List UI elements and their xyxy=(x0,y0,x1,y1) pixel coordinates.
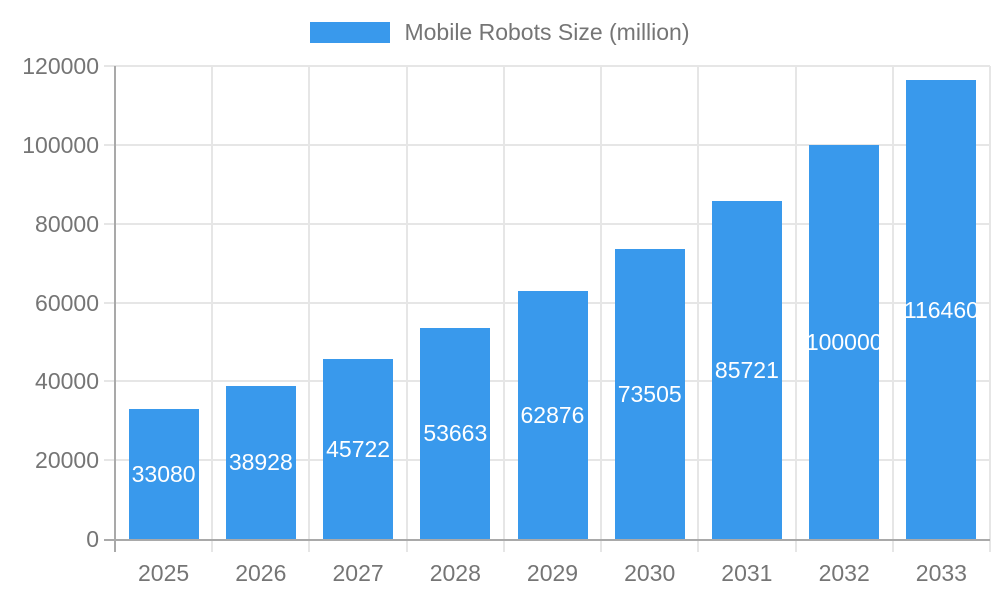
x-axis-label: 2025 xyxy=(138,560,190,586)
y-axis-label: 100000 xyxy=(22,131,99,158)
x-axis-label: 2031 xyxy=(721,560,773,586)
bar[interactable] xyxy=(420,327,491,539)
y-axis-label: 40000 xyxy=(35,368,99,395)
v-gridline xyxy=(502,66,505,552)
chart-legend[interactable]: Mobile Robots Size (million) xyxy=(0,19,1000,46)
v-gridline xyxy=(989,66,991,552)
bar-value-label: 100000 xyxy=(805,328,883,355)
bar[interactable] xyxy=(225,385,296,539)
bar-value-label: 45722 xyxy=(326,435,391,462)
bar-value-label: 73505 xyxy=(617,381,682,408)
v-gridline xyxy=(891,66,894,552)
v-gridline xyxy=(308,66,311,552)
y-axis-label: 80000 xyxy=(35,210,99,237)
h-gridline xyxy=(104,222,990,225)
bar-value-label: 85721 xyxy=(714,357,779,384)
legend-label: Mobile Robots Size (million) xyxy=(404,19,690,45)
y-axis-label: 60000 xyxy=(35,289,99,316)
x-axis-label: 2029 xyxy=(526,560,579,586)
v-gridline xyxy=(600,66,603,552)
bar[interactable] xyxy=(128,408,199,539)
x-axis-label: 2026 xyxy=(235,560,287,586)
x-axis-label: 2028 xyxy=(429,560,481,586)
x-axis-label: 2030 xyxy=(624,560,676,586)
h-gridline xyxy=(104,65,990,67)
legend-swatch xyxy=(310,22,391,43)
x-axis-label: 2032 xyxy=(818,560,870,586)
h-gridline xyxy=(104,143,990,146)
bar[interactable] xyxy=(711,201,782,539)
y-axis-line xyxy=(114,66,116,552)
v-gridline xyxy=(697,66,700,552)
y-axis-label: 0 xyxy=(86,526,99,552)
v-gridline xyxy=(794,66,797,552)
v-gridline xyxy=(405,66,408,552)
bar[interactable] xyxy=(906,80,977,539)
y-axis-label: 20000 xyxy=(35,447,99,474)
bar-value-label: 33080 xyxy=(131,460,196,487)
bar-value-label: 38928 xyxy=(228,449,293,476)
bar[interactable] xyxy=(809,144,880,539)
x-axis-line xyxy=(104,539,990,541)
x-axis-label: 2033 xyxy=(915,560,967,586)
bar-value-label: 62876 xyxy=(520,402,585,429)
bar-value-label: 116460 xyxy=(903,296,979,323)
bar[interactable] xyxy=(614,249,685,539)
bar[interactable] xyxy=(517,291,588,539)
x-axis-label: 2027 xyxy=(332,560,384,586)
v-gridline xyxy=(211,66,214,552)
bar-value-label: 53663 xyxy=(423,420,488,447)
y-axis-label: 120000 xyxy=(22,53,99,79)
bar[interactable] xyxy=(323,358,394,539)
